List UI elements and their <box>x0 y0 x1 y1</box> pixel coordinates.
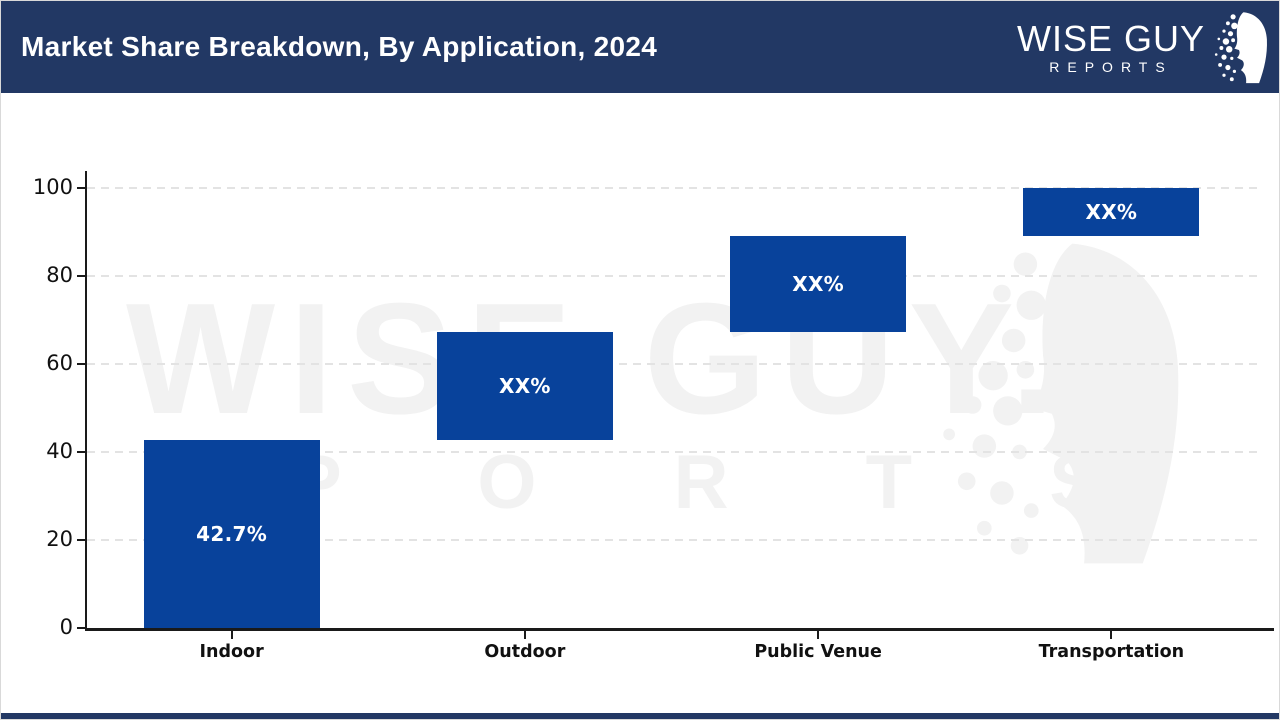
bar-value-label: XX% <box>792 271 845 296</box>
dotted-head-icon <box>1201 9 1273 87</box>
bar-indoor: 42.7% <box>143 440 320 628</box>
page-title: Market Share Breakdown, By Application, … <box>21 31 658 62</box>
footer-bar <box>1 713 1279 719</box>
bar-value-label: 42.7% <box>196 522 268 547</box>
y-tick-60 <box>77 363 85 365</box>
brand-logo-line2: REPORTS <box>1049 59 1173 75</box>
y-tick-label-60: 60 <box>46 351 73 375</box>
bar-outdoor: XX% <box>436 331 613 441</box>
y-tick-label-80: 80 <box>46 263 73 287</box>
y-tick-80 <box>77 275 85 277</box>
x-tick-2 <box>817 631 820 639</box>
bar-public-venue: XX% <box>730 235 907 332</box>
y-tick-label-40: 40 <box>46 439 73 463</box>
x-tick-0 <box>230 631 233 639</box>
dotted-head-watermark-icon <box>893 229 1193 581</box>
x-category-label-0: Indoor <box>199 642 264 662</box>
y-tick-20 <box>77 539 85 541</box>
x-tick-1 <box>523 631 526 639</box>
y-axis-line <box>85 171 87 630</box>
y-tick-label-0: 0 <box>59 615 73 639</box>
gridline-80 <box>87 275 1259 277</box>
bar-value-label: XX% <box>1085 199 1138 224</box>
gridline-20 <box>87 539 1259 541</box>
gridline-40 <box>87 451 1259 453</box>
brand-logo-text: WISE GUY REPORTS <box>1016 18 1205 76</box>
y-tick-0 <box>77 627 85 629</box>
y-tick-100 <box>77 187 85 189</box>
y-tick-label-20: 20 <box>46 527 73 551</box>
y-tick-40 <box>77 451 85 453</box>
header-bar: Market Share Breakdown, By Application, … <box>1 1 1279 93</box>
bar-transportation: XX% <box>1023 188 1200 236</box>
x-axis-line <box>85 628 1274 631</box>
gridline-100 <box>87 187 1259 189</box>
y-tick-label-100: 100 <box>32 175 73 199</box>
x-category-label-2: Public Venue <box>754 642 882 662</box>
x-tick-3 <box>1110 631 1113 639</box>
brand-logo: WISE GUY REPORTS <box>1017 5 1273 89</box>
bar-value-label: XX% <box>498 373 551 398</box>
brand-logo-line1: WISE GUY <box>1016 18 1205 59</box>
x-category-label-1: Outdoor <box>484 642 566 662</box>
gridline-60 <box>87 363 1259 365</box>
x-category-label-3: Transportation <box>1038 642 1185 662</box>
